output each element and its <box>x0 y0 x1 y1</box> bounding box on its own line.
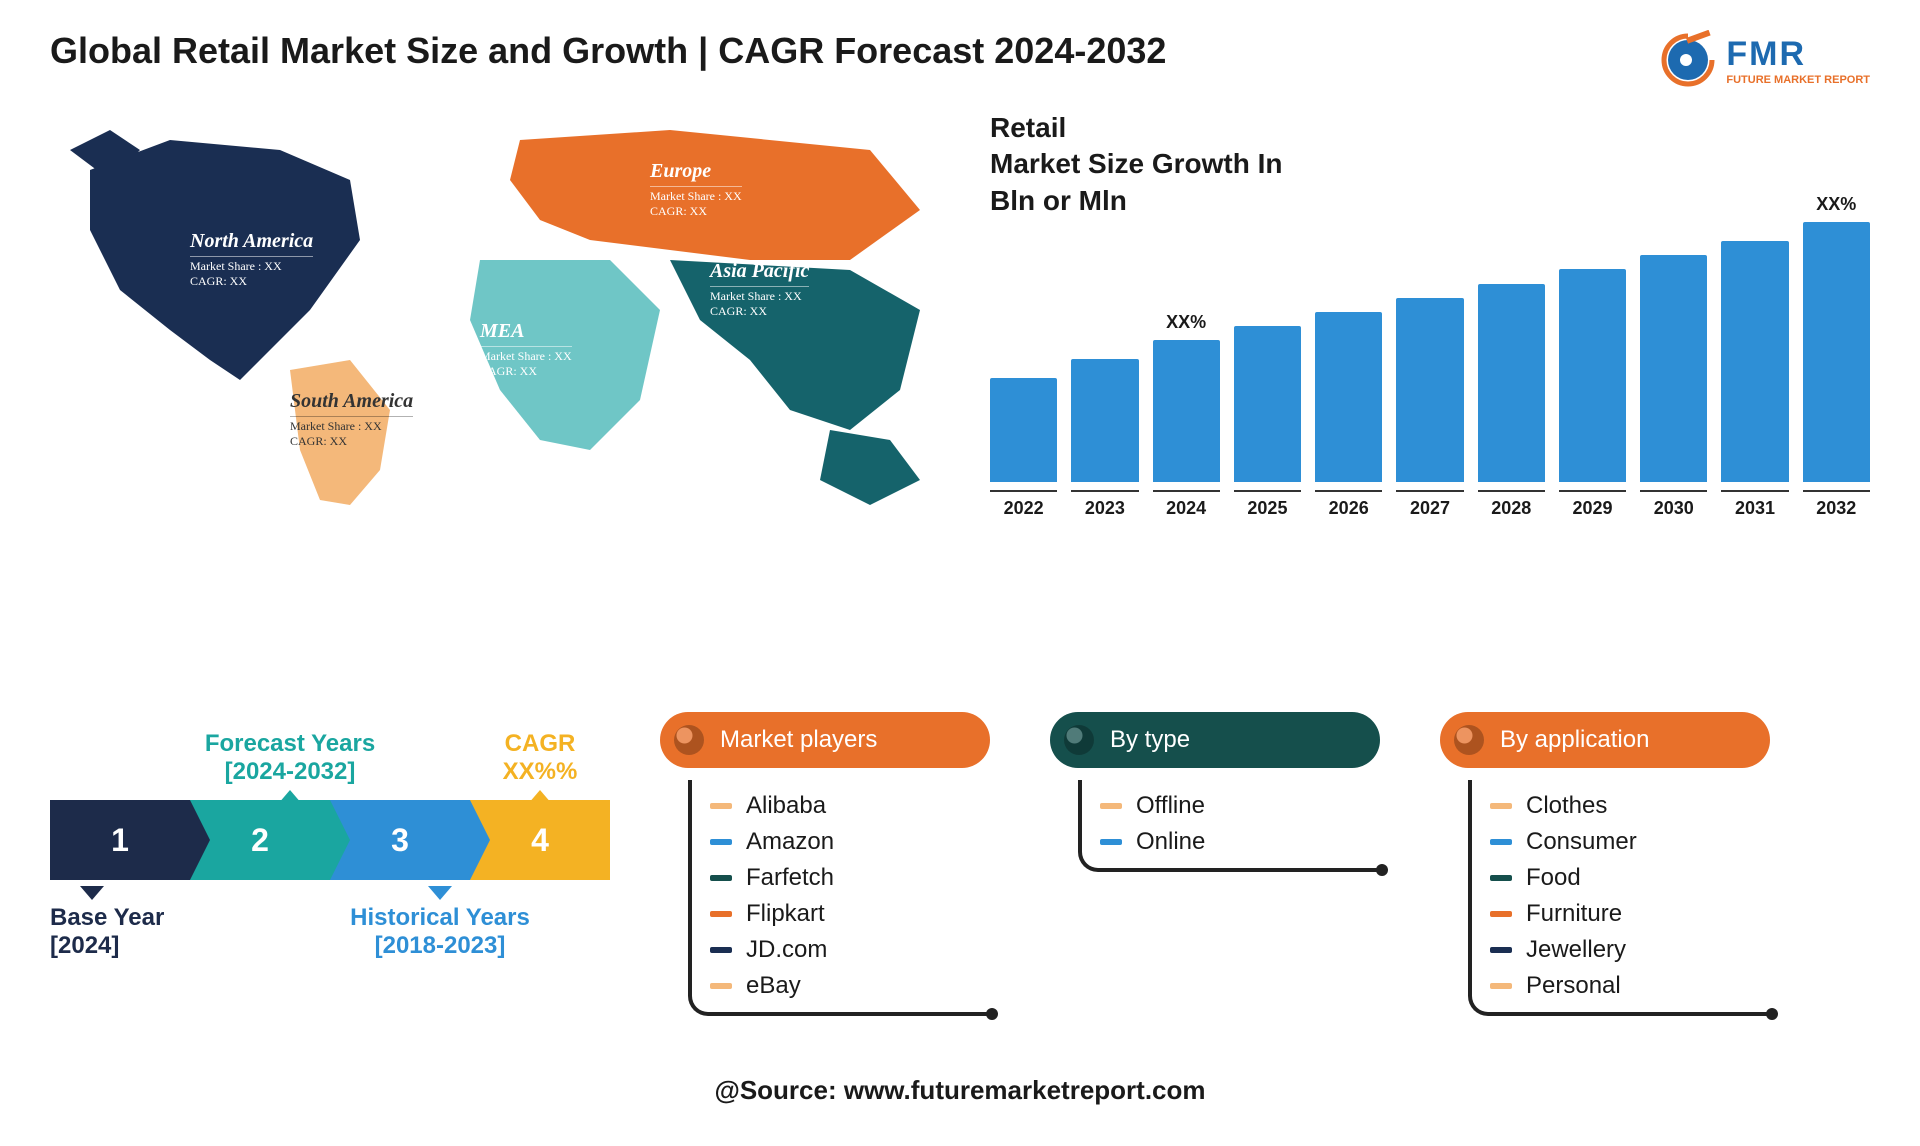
cat-item: Flipkart <box>692 896 990 932</box>
header: Global Retail Market Size and Growth | C… <box>50 30 1870 90</box>
category-2: By application Clothes Consumer Food Fur… <box>1440 712 1770 1016</box>
region-label-na: North America Market Share : XXCAGR: XX <box>190 230 313 289</box>
region-label-ap: Asia Pacific Market Share : XXCAGR: XX <box>710 260 809 319</box>
region-label-mea: MEA Market Share : XXCAGR: XX <box>480 320 572 379</box>
category-pill: Market players <box>660 712 990 768</box>
timeline-seg-4: 4 <box>470 800 610 880</box>
logo-text-main: FMR <box>1726 35 1870 74</box>
bar-2031: 2031 <box>1721 241 1788 519</box>
cat-item: Farfetch <box>692 860 990 896</box>
bar-2029: 2029 <box>1559 269 1626 519</box>
cat-item: Alibaba <box>692 788 990 824</box>
category-pill: By type <box>1050 712 1380 768</box>
timeline-seg-1: 1 <box>50 800 190 880</box>
cat-item: Offline <box>1082 788 1380 824</box>
cagr-value: XX%% <box>470 758 610 786</box>
hist-range: [2018-2023] <box>320 932 560 960</box>
categories: Market players Alibaba Amazon Farfetch F… <box>660 712 1770 1016</box>
bar-2024: XX%2024 <box>1153 340 1220 519</box>
world-map: North America Market Share : XXCAGR: XX S… <box>50 110 950 510</box>
category-1: By type Offline Online <box>1050 712 1380 1016</box>
bar-2025: 2025 <box>1234 326 1301 519</box>
source-footer: @Source: www.futuremarketreport.com <box>0 1075 1920 1106</box>
cat-item: Personal <box>1472 968 1770 1004</box>
category-0: Market players Alibaba Amazon Farfetch F… <box>660 712 990 1016</box>
cat-item: eBay <box>692 968 990 1004</box>
region-label-sa: South America Market Share : XXCAGR: XX <box>290 390 413 449</box>
cat-item: Clothes <box>1472 788 1770 824</box>
cat-item: Amazon <box>692 824 990 860</box>
hist-label: Historical Years <box>320 904 560 932</box>
base-label: Base Year <box>50 904 210 932</box>
timeline-seg-3: 3 <box>330 800 470 880</box>
timeline-seg-2: 2 <box>190 800 330 880</box>
cagr-label: CAGR <box>470 730 610 758</box>
bar-2030: 2030 <box>1640 255 1707 519</box>
cat-item: Consumer <box>1472 824 1770 860</box>
bar-2027: 2027 <box>1396 298 1463 519</box>
logo: FMR FUTURE MARKET REPORT <box>1658 30 1870 90</box>
bar-2022: 2022 <box>990 378 1057 519</box>
bar-2028: 2028 <box>1478 284 1545 520</box>
bar-2023: 2023 <box>1071 359 1138 519</box>
category-pill: By application <box>1440 712 1770 768</box>
fmr-logo-icon <box>1658 30 1718 90</box>
cat-item: Online <box>1082 824 1380 860</box>
cat-item: Jewellery <box>1472 932 1770 968</box>
logo-text-sub: FUTURE MARKET REPORT <box>1726 74 1870 86</box>
bar-2032: XX%2032 <box>1803 222 1870 519</box>
forecast-range: [2024-2032] <box>190 758 390 786</box>
top-section: North America Market Share : XXCAGR: XX S… <box>50 110 1870 519</box>
cat-item: Food <box>1472 860 1770 896</box>
region-label-eu: Europe Market Share : XXCAGR: XX <box>650 160 742 219</box>
base-range: [2024] <box>50 932 210 960</box>
cat-item: Furniture <box>1472 896 1770 932</box>
forecast-label: Forecast Years <box>190 730 390 758</box>
chart-title: Retail Market Size Growth In Bln or Mln <box>990 110 1870 219</box>
category-list: Offline Online <box>1078 780 1380 872</box>
cat-item: JD.com <box>692 932 990 968</box>
category-list: Alibaba Amazon Farfetch Flipkart JD.com … <box>688 780 990 1016</box>
bar-chart: Retail Market Size Growth In Bln or Mln … <box>990 110 1870 519</box>
bar-2026: 2026 <box>1315 312 1382 519</box>
timeline: Forecast Years [2024-2032] CAGR XX%% 123… <box>50 730 610 986</box>
category-list: Clothes Consumer Food Furniture Jeweller… <box>1468 780 1770 1016</box>
page-title: Global Retail Market Size and Growth | C… <box>50 30 1166 72</box>
map-svg <box>50 110 950 510</box>
